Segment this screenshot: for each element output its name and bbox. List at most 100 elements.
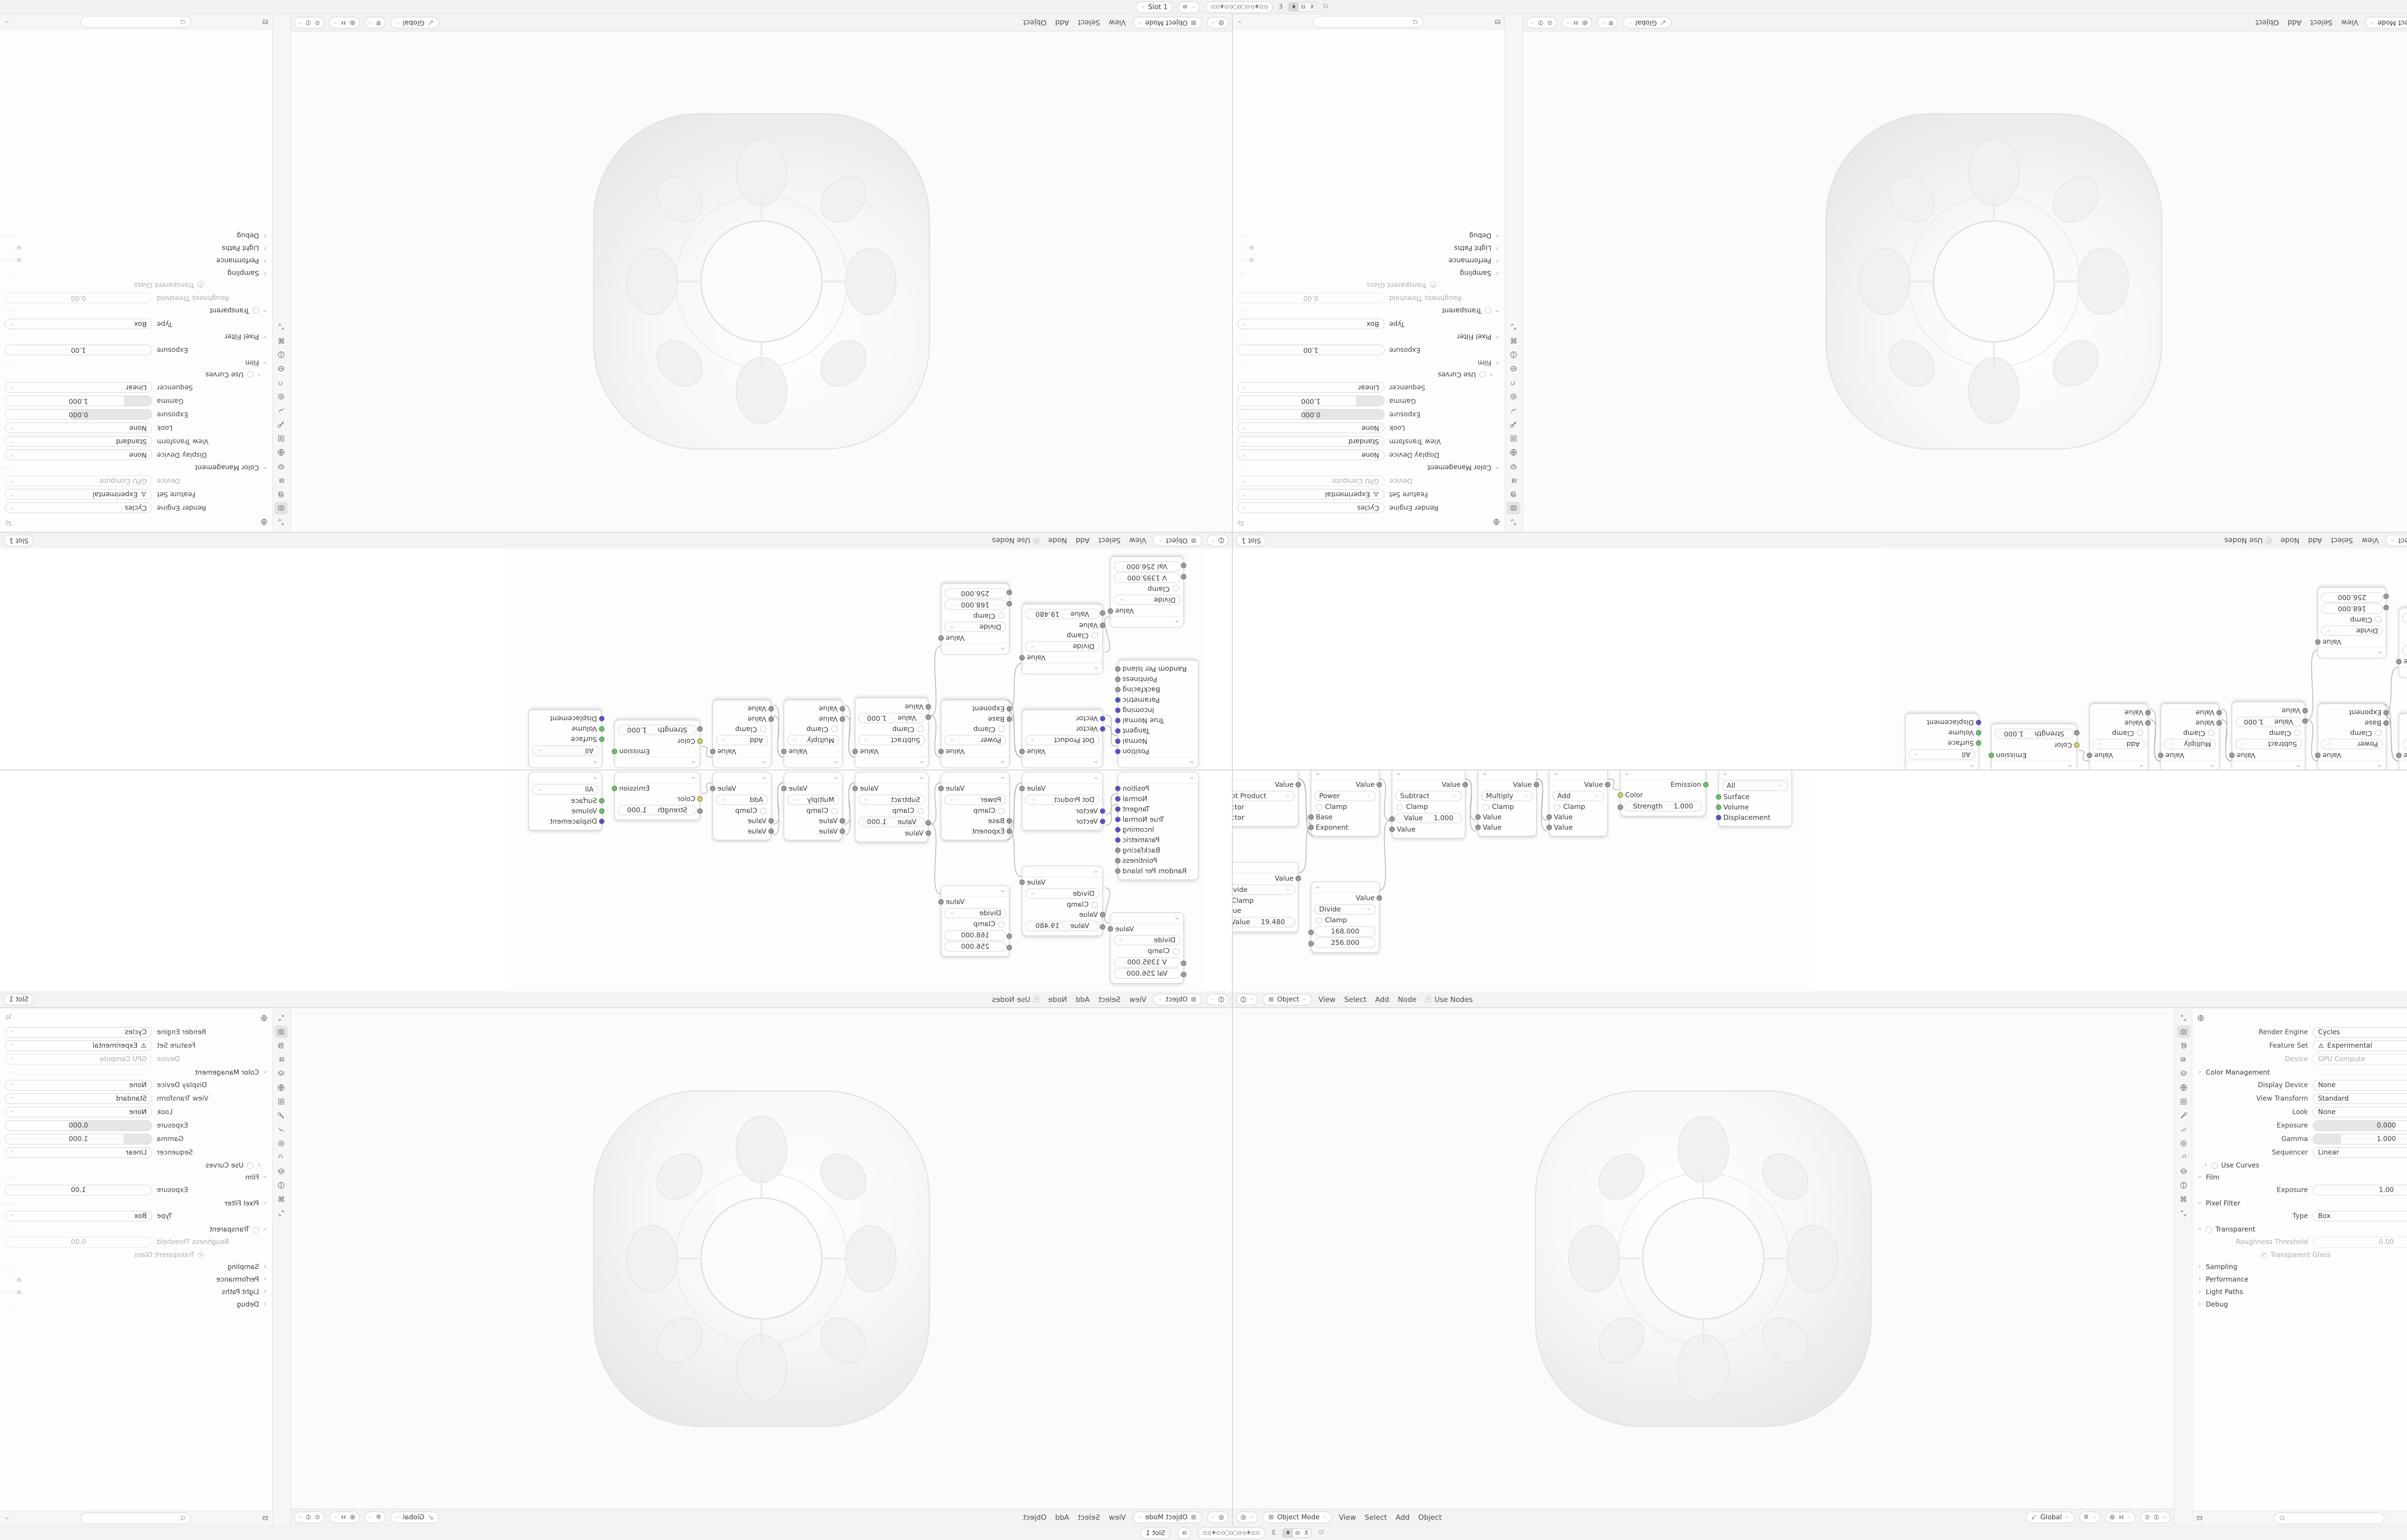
property-value[interactable]: GPU Compute: [2313, 1053, 2407, 1065]
node-operation-dropdown[interactable]: Dot Product: [1232, 791, 1295, 801]
checkbox-box[interactable]: [1172, 585, 1179, 592]
chevron-right-icon[interactable]: [257, 1162, 262, 1169]
node-header[interactable]: [784, 757, 842, 768]
node-output-value[interactable]: Value: [781, 783, 842, 794]
node-value-row[interactable]: V 1395.000: [1111, 572, 1187, 583]
node-menu-add[interactable]: Add: [1075, 995, 1090, 1004]
node-operation-dropdown[interactable]: Divide: [1025, 888, 1100, 899]
node-socket[interactable]: [2383, 604, 2389, 611]
node-output-value[interactable]: Value: [2158, 750, 2219, 760]
node-value-field[interactable]: V 1395.000: [1113, 572, 1181, 583]
node-socket[interactable]: [2074, 730, 2080, 736]
node-operation-dropdown[interactable]: Add: [2093, 739, 2145, 749]
chevron-down-icon[interactable]: [10, 478, 14, 484]
properties-tab-material-icon[interactable]: [275, 1193, 288, 1206]
chevron-right-icon[interactable]: [1495, 270, 1500, 276]
shader-node[interactable]: Emission Color Strength 1.000: [1988, 723, 2080, 770]
node-input-color[interactable]: Color: [1618, 790, 1706, 800]
drag-grip[interactable]: ::::: [5, 258, 13, 263]
property-value[interactable]: None: [2313, 1079, 2407, 1091]
chevron-down-icon[interactable]: [1242, 438, 1247, 445]
property-section-pixel-filter[interactable]: Pixel Filter::::: [1237, 330, 1500, 343]
node-socket[interactable]: [1006, 716, 1012, 722]
viewport-canvas[interactable]: [1523, 31, 2407, 531]
drag-grip[interactable]: ::::: [5, 1070, 13, 1075]
checkbox-box[interactable]: ✓: [1430, 282, 1436, 288]
properties-editor[interactable]: Render Engine Cycles Feature Set Experiment…: [0, 1009, 290, 1525]
checkbox-box[interactable]: [1091, 632, 1098, 639]
unlink-button[interactable]: X: [1302, 1529, 1311, 1537]
node-output-pointiness[interactable]: Pointiness: [1115, 856, 1198, 866]
properties-tab-tool-icon[interactable]: [1507, 516, 1521, 528]
property-row-device[interactable]: Device GPU Compute: [2197, 1053, 2407, 1065]
editor-type-selector[interactable]: [1207, 17, 1229, 29]
node-header[interactable]: [2090, 760, 2148, 770]
property-value[interactable]: Cycles: [5, 502, 152, 513]
properties-tab-strip[interactable]: [272, 15, 290, 531]
properties-tab-particles-icon[interactable]: [275, 1137, 288, 1150]
node-header[interactable]: [1992, 760, 2077, 770]
node-header[interactable]: [2318, 760, 2386, 770]
node-input-vector[interactable]: Vector: [1232, 802, 1298, 812]
shader-node[interactable]: Emission Color Strength 1.000: [611, 772, 703, 821]
properties-tab-data-icon[interactable]: [275, 348, 288, 361]
node-socket[interactable]: [1181, 960, 1187, 966]
property-value[interactable]: 1.000: [5, 396, 152, 407]
node-socket[interactable]: [1115, 847, 1121, 853]
node-output-value[interactable]: Value: [1019, 783, 1102, 794]
node-socket[interactable]: [1546, 824, 1552, 830]
node-clamp-checkbox[interactable]: Clamp: [1550, 802, 1607, 812]
property-value[interactable]: Cycles: [2313, 1027, 2407, 1038]
node-socket[interactable]: [1006, 601, 1012, 607]
property-toggle-use-curves[interactable]: Use Curves: [5, 369, 268, 380]
editor-type-selector[interactable]: [1207, 1511, 1229, 1523]
shader-node[interactable]: Value Add Clamp Value Value: [710, 699, 774, 768]
property-row-view-transform[interactable]: View Transform Standard: [5, 436, 268, 448]
property-section-debug[interactable]: Debug::::: [1237, 229, 1500, 242]
checkbox-box[interactable]: [998, 808, 1005, 814]
drag-grip[interactable]: ::::: [5, 270, 13, 276]
chevron-down-icon[interactable]: [10, 321, 14, 327]
node-operation-dropdown[interactable]: Multiply: [2164, 739, 2216, 749]
node-socket[interactable]: [1976, 719, 1981, 725]
shader-node[interactable]: Value Add Clamp Value Value: [1546, 770, 1611, 837]
snap-toggle[interactable]: [364, 1511, 386, 1523]
property-row-gamma[interactable]: Gamma 1.000: [2197, 1133, 2407, 1145]
node-header[interactable]: [1022, 757, 1102, 768]
properties-tab-render-icon[interactable]: [274, 1026, 288, 1038]
node-header[interactable]: [941, 772, 1009, 783]
checkbox-box[interactable]: [2136, 730, 2144, 736]
properties-tab-constraint-icon[interactable]: [1507, 362, 1521, 375]
property-value[interactable]: Experimental: [5, 489, 152, 500]
node-output-incoming[interactable]: Incoming: [1115, 705, 1198, 715]
node-output-value[interactable]: Value: [938, 746, 1009, 757]
node-input-volume[interactable]: Volume: [1906, 728, 1981, 738]
node-socket[interactable]: [2315, 639, 2321, 645]
shader-node[interactable]: Value Divide Clamp 168.000 256.000: [938, 885, 1012, 957]
properties-tab-world-icon[interactable]: [2177, 1081, 2190, 1094]
search-input[interactable]: [80, 16, 192, 28]
checkbox-box[interactable]: [1316, 917, 1322, 924]
node-header[interactable]: [1392, 770, 1465, 780]
properties-tab-particles-icon[interactable]: [2177, 1137, 2190, 1150]
node-operation-dropdown[interactable]: Power: [1314, 791, 1376, 801]
node-header[interactable]: [1478, 770, 1537, 780]
node-socket[interactable]: [599, 819, 605, 824]
node-socket[interactable]: [697, 726, 703, 732]
property-value[interactable]: None: [5, 1106, 152, 1117]
node-clamp-checkbox[interactable]: Clamp: [784, 806, 842, 816]
property-row-roughness-threshold[interactable]: Roughness Threshold 0.00: [1237, 292, 1500, 304]
shader-node[interactable]: All Surface Volume Displacement: [528, 709, 605, 768]
shader-node[interactable]: Value Dot Product Vector Vector: [1232, 770, 1301, 827]
node-operation-dropdown[interactable]: Power: [944, 735, 1006, 745]
property-row-type[interactable]: Type Box: [1237, 318, 1500, 330]
node-output-backfacing[interactable]: Backfacing: [1115, 845, 1198, 855]
property-section-pixel-filter[interactable]: Pixel Filter::::: [5, 330, 268, 343]
node-output-parametric[interactable]: Parametric: [1115, 835, 1198, 845]
drag-grip[interactable]: ::::: [5, 308, 13, 313]
node-value-field[interactable]: Value 19.480: [1232, 917, 1295, 927]
node-input-vector[interactable]: Vector: [1022, 816, 1105, 826]
node-clamp-checkbox[interactable]: Clamp: [941, 611, 1009, 620]
viewport-menu-add[interactable]: Add: [1396, 1513, 1410, 1522]
